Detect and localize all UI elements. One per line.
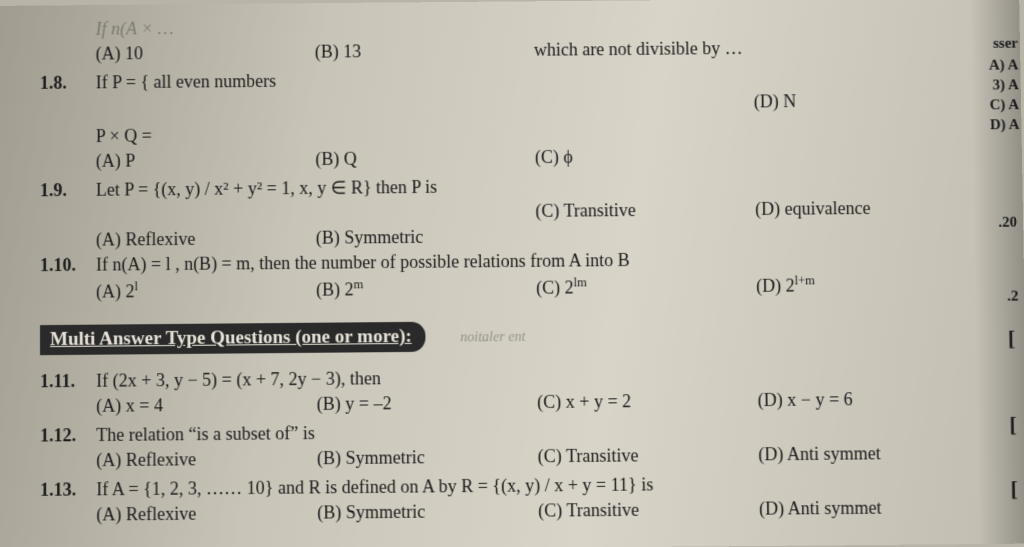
- margin-20: .20: [998, 214, 1017, 232]
- margin-D: D) A: [990, 116, 1020, 134]
- q18-optA: (A) P: [96, 147, 316, 174]
- q17-optA: (A) 10: [96, 40, 315, 67]
- q19-optD: (D) equivalence: [755, 195, 935, 221]
- qnum-1-11: 1.11.: [40, 371, 96, 393]
- opts-1-13: (A) Reflexive (B) Symmetric (C) Transiti…: [96, 494, 1008, 527]
- q111-optB: (B) y = –2: [317, 390, 538, 417]
- qnum-1-12: 1.12.: [40, 425, 96, 447]
- margin-C: C) A: [989, 96, 1019, 114]
- qnum-1-8: 1.8.: [40, 72, 96, 93]
- q113-optB: (B) Symmetric: [317, 499, 538, 526]
- q17-frag: If n(A × …: [96, 18, 174, 38]
- q19-optC: (C) Transitive: [535, 197, 755, 224]
- q18-optD: (D) N: [754, 88, 934, 114]
- q112-optD: (D) Anti symmet: [758, 441, 939, 468]
- ghost-text: noitaler ent: [460, 330, 525, 346]
- margin-br1: [: [1008, 326, 1016, 352]
- opts-1-7: (A) 10 (B) 13 which are not divisible by…: [96, 34, 1001, 67]
- q111-optC: (C) x + y = 2: [537, 388, 758, 415]
- q110-optA: (A) 2l: [96, 276, 316, 305]
- opts-1-10: (A) 2l (B) 2m (C) 2lm (D) 2l+m: [96, 270, 1004, 305]
- q111-optD: (D) x − y = 6: [757, 386, 938, 413]
- page-scan: If n(A × … (A) 10 (B) 13 which are not d…: [0, 0, 1024, 547]
- q17-optB: (B) 13: [315, 38, 534, 65]
- margin-br3: [: [1010, 476, 1018, 503]
- q113-optA: (A) Reflexive: [96, 500, 317, 527]
- q17-tail: which are not divisible by …: [534, 34, 1000, 63]
- qnum-1-10: 1.10.: [40, 255, 96, 276]
- q112-optB: (B) Symmetric: [317, 444, 538, 471]
- q19-optA: (A) Reflexive: [96, 226, 316, 253]
- q113-optD: (D) Anti symmet: [759, 495, 940, 522]
- q110-optD: (D) 2l+m: [756, 270, 936, 299]
- qnum-1-7: [40, 19, 96, 40]
- q113-optC: (C) Transitive: [538, 497, 759, 524]
- q19-optB: (B) Symmetric: [316, 224, 536, 251]
- q110-optC: (C) 2lm: [536, 272, 756, 301]
- margin-2: .2: [1007, 288, 1019, 306]
- qnum-1-9: 1.9.: [40, 180, 96, 201]
- qnum-1-13: 1.13.: [40, 479, 96, 501]
- q110-optB: (B) 2m: [316, 274, 536, 303]
- section-banner: Multi Answer Type Questions (one or more…: [40, 322, 426, 355]
- margin-br2: [: [1009, 412, 1017, 439]
- opts-1-11: (A) x = 4 (B) y = –2 (C) x + y = 2 (D) x…: [96, 386, 1006, 419]
- margin-3: 3) A: [992, 76, 1018, 94]
- margin-A: A) A: [989, 57, 1019, 75]
- q18-optB: (B) Q: [315, 145, 535, 172]
- opts-1-8-top: (D) N: [96, 87, 1002, 120]
- opts-1-12: (A) Reflexive (B) Symmetric (C) Transiti…: [96, 440, 1007, 473]
- q111-optA: (A) x = 4: [96, 392, 317, 419]
- q18-optC: (C) ϕ: [535, 143, 755, 170]
- margin-sser: sser: [993, 35, 1018, 53]
- opts-1-8: (A) P (B) Q (C) ϕ: [96, 141, 1002, 174]
- q112-optC: (C) Transitive: [538, 442, 759, 469]
- q112-optA: (A) Reflexive: [96, 446, 317, 473]
